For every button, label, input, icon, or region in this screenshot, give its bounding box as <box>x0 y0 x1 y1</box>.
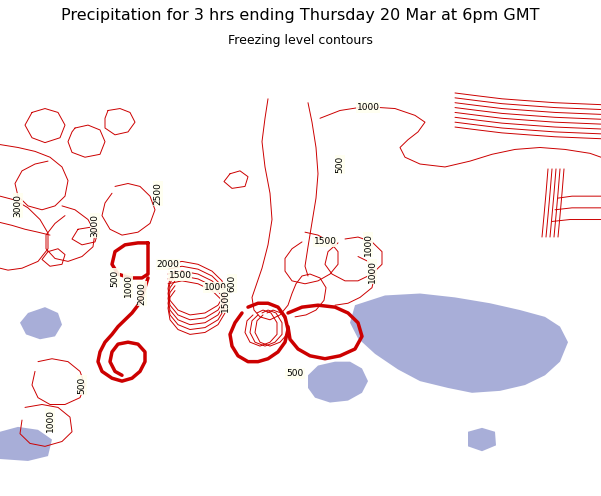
Text: Freezing level contours: Freezing level contours <box>228 34 373 47</box>
Polygon shape <box>308 362 368 403</box>
Text: 3000: 3000 <box>13 194 22 217</box>
Text: 500: 500 <box>335 155 344 173</box>
Polygon shape <box>350 294 568 393</box>
Polygon shape <box>468 428 496 451</box>
Text: 2000: 2000 <box>157 260 180 269</box>
Text: 500: 500 <box>111 269 120 287</box>
Text: 1000: 1000 <box>356 103 379 112</box>
Text: 600: 600 <box>228 275 237 293</box>
Text: 1500: 1500 <box>221 289 230 312</box>
Polygon shape <box>20 307 62 339</box>
Text: Precipitation for 3 hrs ending Thursday 20 Mar at 6pm GMT: Precipitation for 3 hrs ending Thursday … <box>61 8 540 23</box>
Text: 3000: 3000 <box>91 214 100 237</box>
Text: 1500: 1500 <box>168 271 192 280</box>
Text: 1000: 1000 <box>123 274 132 297</box>
Text: 2500: 2500 <box>153 182 162 205</box>
Text: 1500: 1500 <box>314 238 337 247</box>
Text: 1000: 1000 <box>367 259 376 283</box>
Text: 1000: 1000 <box>46 409 55 432</box>
Text: 500: 500 <box>78 376 87 394</box>
Text: 2000: 2000 <box>138 282 147 305</box>
Text: 1000: 1000 <box>204 283 227 292</box>
Text: 1000: 1000 <box>364 233 373 256</box>
Polygon shape <box>0 427 52 461</box>
Text: 500: 500 <box>286 369 304 378</box>
